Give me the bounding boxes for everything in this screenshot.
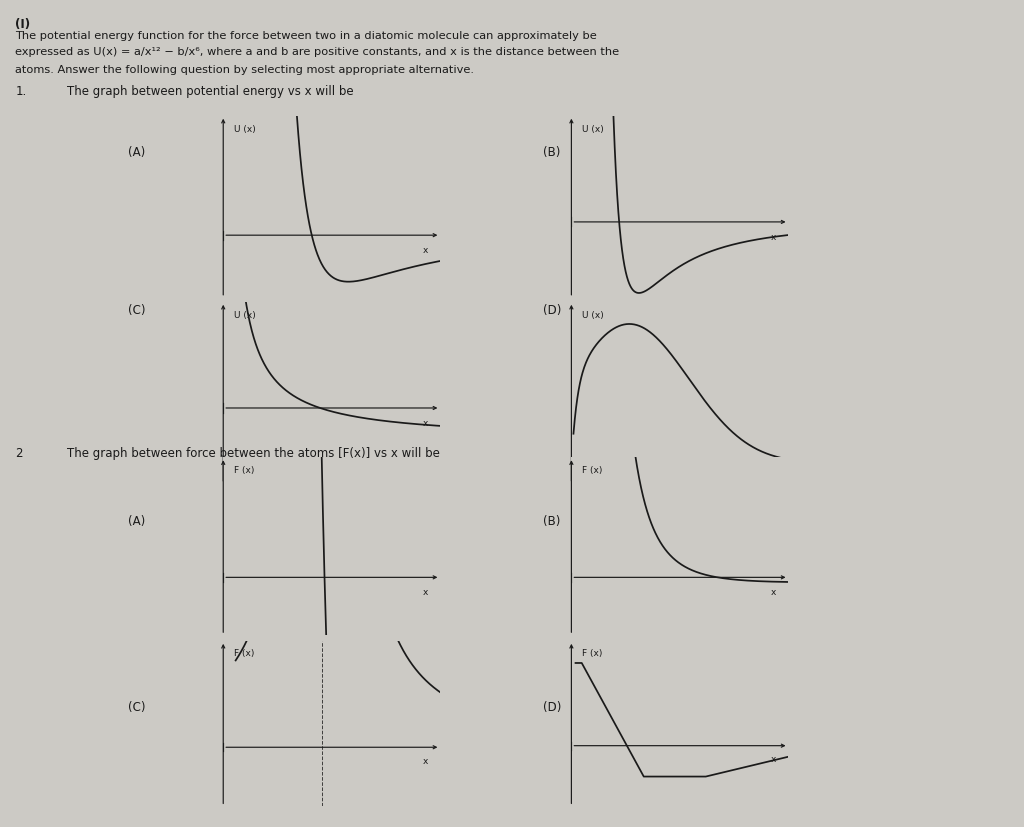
- Text: U (x): U (x): [583, 311, 604, 320]
- Text: atoms. Answer the following question by selecting most appropriate alternative.: atoms. Answer the following question by …: [15, 65, 474, 74]
- Text: (C): (C): [128, 700, 145, 714]
- Text: (D): (D): [543, 700, 561, 714]
- Text: (I): (I): [15, 18, 31, 31]
- Text: (B): (B): [543, 514, 560, 528]
- Text: F (x): F (x): [583, 466, 602, 476]
- Text: U (x): U (x): [234, 311, 256, 320]
- Text: The graph between potential energy vs x will be: The graph between potential energy vs x …: [67, 85, 353, 98]
- Text: (C): (C): [128, 304, 145, 317]
- Text: F (x): F (x): [234, 649, 254, 658]
- Text: F (x): F (x): [583, 649, 602, 658]
- Text: 2: 2: [15, 447, 23, 460]
- Text: 1.: 1.: [15, 85, 27, 98]
- Text: x: x: [423, 757, 428, 766]
- Text: (B): (B): [543, 146, 560, 160]
- Text: x: x: [423, 246, 428, 256]
- Text: The potential energy function for the force between two in a diatomic molecule c: The potential energy function for the fo…: [15, 31, 597, 41]
- Text: U (x): U (x): [583, 125, 604, 134]
- Text: U (x): U (x): [234, 125, 256, 134]
- Text: x: x: [771, 588, 776, 597]
- Text: (A): (A): [128, 146, 145, 160]
- Text: expressed as U(x) = a/x¹² − b/x⁶, where a and b are positive constants, and x is: expressed as U(x) = a/x¹² − b/x⁶, where …: [15, 47, 620, 57]
- Text: x: x: [423, 419, 428, 428]
- Text: x: x: [771, 475, 776, 484]
- Text: F (x): F (x): [234, 466, 254, 476]
- Text: x: x: [423, 588, 428, 597]
- Text: x: x: [771, 233, 776, 242]
- Text: x: x: [771, 755, 776, 764]
- Text: (D): (D): [543, 304, 561, 317]
- Text: (A): (A): [128, 514, 145, 528]
- Text: The graph between force between the atoms [F(x)] vs x will be: The graph between force between the atom…: [67, 447, 439, 460]
